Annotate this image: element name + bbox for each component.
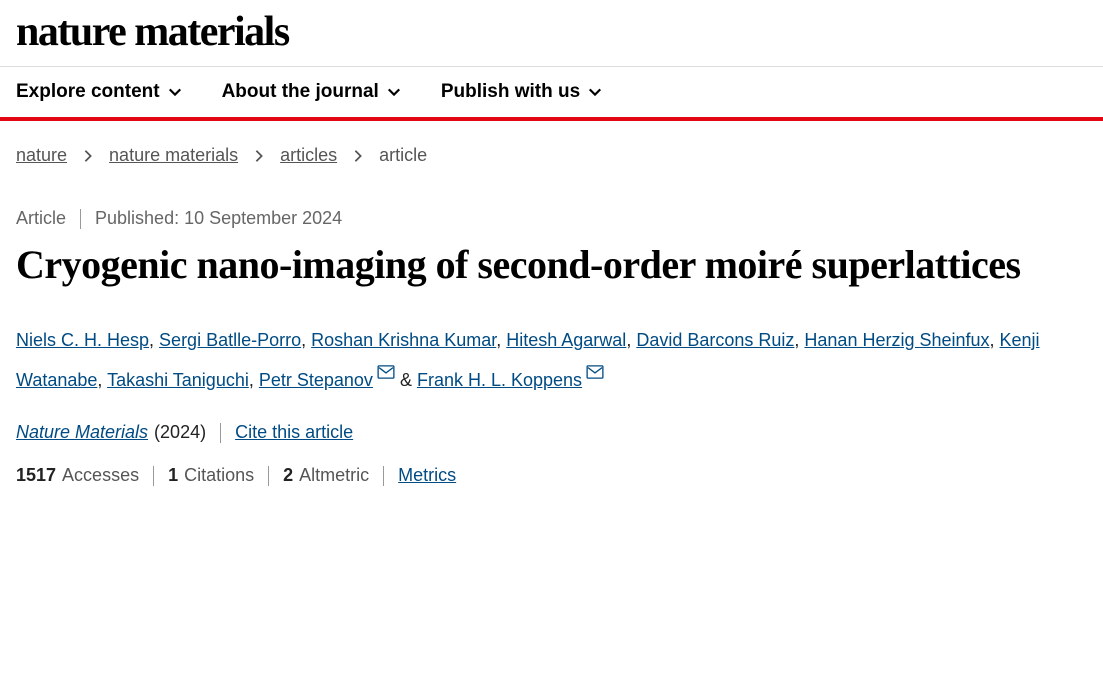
altmetric-count: 2 <box>283 465 293 486</box>
chevron-down-icon <box>588 85 602 99</box>
separator <box>220 423 221 443</box>
article-type: Article <box>16 208 66 229</box>
breadcrumb-link[interactable]: articles <box>280 145 337 166</box>
citations-count: 1 <box>168 465 178 486</box>
nav-label: Explore content <box>16 81 160 103</box>
citations-label: Citations <box>184 465 254 486</box>
author-link[interactable]: Takashi Taniguchi <box>107 370 249 390</box>
author-link[interactable]: David Barcons Ruiz <box>636 330 794 350</box>
separator <box>80 209 81 229</box>
metrics-link[interactable]: Metrics <box>398 465 456 486</box>
metrics: 1517 Accesses 1 Citations 2 Altmetric Me… <box>0 451 1103 500</box>
separator <box>268 466 269 486</box>
main-nav: Explore content About the journal Publis… <box>0 67 1103 121</box>
nav-about-journal[interactable]: About the journal <box>222 81 401 103</box>
breadcrumb-link[interactable]: nature materials <box>109 145 238 166</box>
separator <box>383 466 384 486</box>
article-meta: Article Published: 10 September 2024 <box>0 190 1103 235</box>
author-link[interactable]: Roshan Krishna Kumar <box>311 330 496 350</box>
breadcrumb: nature nature materials articles article <box>0 121 1103 190</box>
journal-logo[interactable]: nature materials <box>0 0 1103 66</box>
chevron-right-icon <box>252 149 266 163</box>
mail-icon <box>586 365 604 379</box>
article-title: Cryogenic nano-imaging of second-order m… <box>0 235 1103 307</box>
mail-icon <box>377 365 395 379</box>
author-link[interactable]: Hanan Herzig Sheinfux <box>804 330 989 350</box>
author-list: Niels C. H. Hesp, Sergi Batlle-Porro, Ro… <box>0 307 1103 408</box>
breadcrumb-link[interactable]: nature <box>16 145 67 166</box>
author-link[interactable]: Niels C. H. Hesp <box>16 330 149 350</box>
nav-explore-content[interactable]: Explore content <box>16 81 182 103</box>
cite-article-link[interactable]: Cite this article <box>235 422 353 443</box>
separator <box>153 466 154 486</box>
published-date: Published: 10 September 2024 <box>95 208 342 229</box>
chevron-down-icon <box>387 85 401 99</box>
chevron-right-icon <box>81 149 95 163</box>
accesses-label: Accesses <box>62 465 139 486</box>
journal-citation: Nature Materials (2024) Cite this articl… <box>0 408 1103 451</box>
author-link[interactable]: Hitesh Agarwal <box>506 330 626 350</box>
nav-publish-with-us[interactable]: Publish with us <box>441 81 602 103</box>
accesses-count: 1517 <box>16 465 56 486</box>
breadcrumb-current: article <box>379 145 427 166</box>
journal-link[interactable]: Nature Materials <box>16 422 148 443</box>
nav-label: About the journal <box>222 81 379 103</box>
author-link[interactable]: Petr Stepanov <box>259 370 373 390</box>
altmetric-label: Altmetric <box>299 465 369 486</box>
author-link[interactable]: Sergi Batlle-Porro <box>159 330 301 350</box>
chevron-right-icon <box>351 149 365 163</box>
author-link[interactable]: Frank H. L. Koppens <box>417 370 582 390</box>
journal-year: (2024) <box>154 422 206 443</box>
chevron-down-icon <box>168 85 182 99</box>
nav-label: Publish with us <box>441 81 580 103</box>
